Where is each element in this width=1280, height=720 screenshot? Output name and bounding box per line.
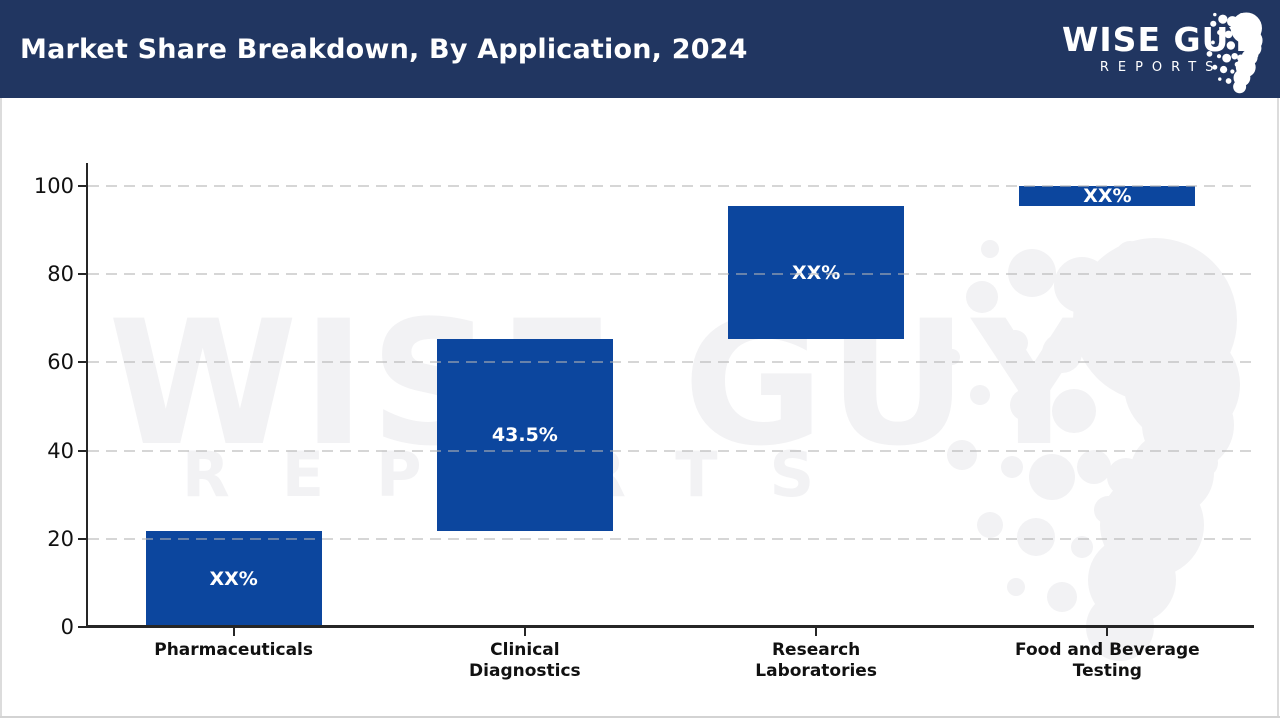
bar-segment: XX% bbox=[1019, 184, 1196, 207]
y-tick-label: 60 bbox=[47, 350, 74, 375]
y-tick-label: 20 bbox=[47, 526, 74, 551]
y-tick-label: 0 bbox=[60, 615, 74, 639]
y-tick bbox=[78, 537, 87, 540]
x-category-label: Food and Beverage Testing bbox=[1015, 640, 1200, 681]
x-axis-spine bbox=[86, 625, 1254, 628]
x-category-label: Pharmaceuticals bbox=[154, 640, 313, 660]
y-tick bbox=[78, 185, 87, 187]
bar-value-label: 43.5% bbox=[491, 424, 558, 447]
y-tick-label: 40 bbox=[47, 438, 74, 463]
y-tick bbox=[78, 449, 87, 452]
figure-border-bottom bbox=[0, 716, 1280, 718]
x-tick bbox=[815, 628, 818, 636]
y-tick bbox=[78, 626, 87, 628]
logo-wordmark: WISE GUY bbox=[1062, 20, 1255, 59]
bar-value-label: XX% bbox=[209, 568, 258, 591]
x-category-label: Research Laboratories bbox=[755, 640, 877, 681]
x-tick bbox=[232, 628, 235, 636]
x-tick bbox=[1106, 628, 1109, 636]
y-tick-label: 80 bbox=[47, 262, 74, 287]
plot-area: 0 20 40 60 80 100 XX% Pharmaceuticals 43.5% Clini… bbox=[0, 98, 1280, 720]
bar-value-label: XX% bbox=[791, 261, 841, 284]
bar-value-label: XX% bbox=[1083, 184, 1132, 207]
y-tick bbox=[78, 273, 87, 276]
x-category-label: Clinical Diagnostics bbox=[469, 640, 581, 681]
chart-title: Market Share Breakdown, By Application, … bbox=[20, 33, 748, 65]
gridline bbox=[88, 537, 1253, 540]
wiseguy-head-logo-icon bbox=[1206, 12, 1263, 94]
y-tick-label: 100 bbox=[33, 174, 74, 198]
figure-border-left bbox=[0, 98, 2, 718]
title-bar: Market Share Breakdown, By Application, … bbox=[0, 0, 1280, 98]
gridline bbox=[88, 273, 1253, 276]
bar-segment: XX% bbox=[728, 205, 905, 340]
bar-segment: XX% bbox=[145, 531, 322, 627]
y-axis-spine bbox=[86, 163, 88, 627]
gridline bbox=[88, 361, 1253, 364]
x-tick bbox=[523, 628, 526, 636]
logo-reports: REPORTS bbox=[1099, 60, 1223, 75]
bar-segment: 43.5% bbox=[436, 339, 613, 532]
gridline bbox=[88, 449, 1253, 452]
y-tick bbox=[78, 361, 87, 364]
wiseguy-logo: WISE GUY REPORTS bbox=[1022, 4, 1272, 96]
gridline bbox=[88, 185, 1253, 187]
figure-border-right bbox=[1277, 98, 1279, 718]
